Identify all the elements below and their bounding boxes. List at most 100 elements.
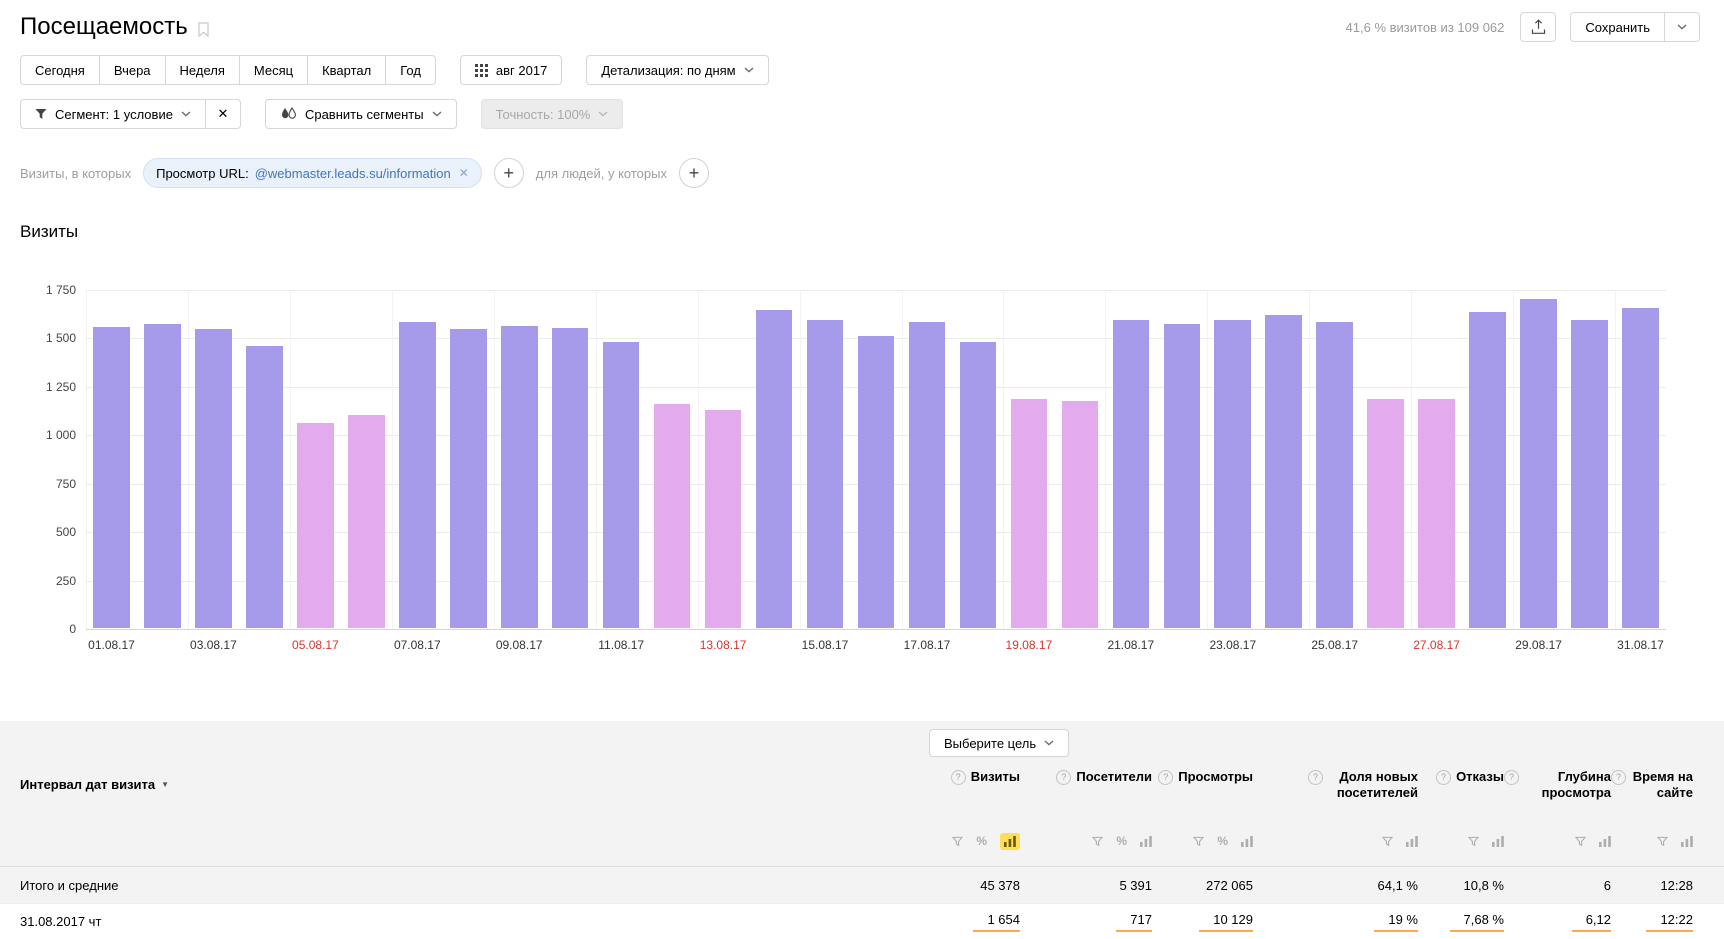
filter-icon[interactable]: [1092, 836, 1104, 847]
chart-bar[interactable]: [653, 404, 691, 628]
save-dropdown-button[interactable]: [1664, 12, 1700, 42]
column-header-label: Время на сайте: [1632, 769, 1693, 800]
period-button-сегодня[interactable]: Сегодня: [20, 55, 100, 85]
chart-bar[interactable]: [1571, 320, 1608, 628]
help-icon[interactable]: ?: [1308, 770, 1323, 785]
chart-metric-icon[interactable]: [1681, 835, 1693, 847]
chart-bar[interactable]: [857, 335, 895, 628]
period-button-вчера[interactable]: Вчера: [98, 55, 166, 85]
add-visit-condition-button[interactable]: +: [493, 158, 524, 188]
table-row[interactable]: 31.08.2017 чт 1 654 717 10 129 19 % 7,68 % 6,1…: [0, 903, 1724, 939]
table-icons-row: %%%: [0, 831, 1724, 851]
page-title: Посещаемость: [20, 13, 188, 40]
chart-bar[interactable]: [1469, 312, 1506, 628]
chart-metric-icon[interactable]: [1000, 832, 1020, 850]
segment-button[interactable]: Сегмент: 1 условие: [20, 99, 206, 129]
period-button-год[interactable]: Год: [385, 55, 436, 85]
help-icon[interactable]: ?: [1504, 770, 1519, 785]
segment-clear-button[interactable]: ✕: [204, 99, 241, 129]
plus-icon: +: [688, 162, 700, 183]
chip-remove-icon[interactable]: ✕: [458, 166, 469, 180]
date-interval-header[interactable]: Интервал дат визита ▼: [20, 769, 880, 801]
y-tick-label: 0: [69, 622, 76, 636]
chart-bar[interactable]: [93, 326, 130, 628]
chart-bar[interactable]: [195, 328, 232, 628]
accuracy-button[interactable]: Точность: 100%: [480, 99, 624, 129]
period-button-квартал[interactable]: Квартал: [307, 55, 387, 85]
percent-icon[interactable]: %: [1116, 834, 1127, 848]
chart-bar[interactable]: [602, 342, 640, 628]
metric-icons: %: [1020, 831, 1152, 851]
chart-bar[interactable]: [1367, 399, 1404, 628]
percent-icon[interactable]: %: [976, 834, 987, 848]
help-icon[interactable]: ?: [1158, 770, 1174, 785]
chart-bar[interactable]: [348, 414, 385, 628]
detail-button[interactable]: Детализация: по дням: [586, 55, 769, 85]
chart-bar[interactable]: [806, 320, 844, 628]
chart-bar[interactable]: [1418, 399, 1455, 628]
calendar-button[interactable]: авг 2017: [459, 55, 563, 85]
gridline-vertical: [1309, 290, 1311, 629]
percent-icon[interactable]: %: [1217, 834, 1228, 848]
select-goal-button[interactable]: Выберите цель: [929, 729, 1070, 757]
chart-bar[interactable]: [500, 325, 538, 628]
chart-bar[interactable]: [1520, 298, 1557, 628]
chart-bar[interactable]: [551, 327, 589, 628]
chart-x-axis: 01.08.17 03.08.17 05.08.17 07.08.17 09.08.17…: [86, 638, 1666, 654]
compare-segments-button[interactable]: Сравнить сегменты: [264, 99, 457, 129]
chevron-down-icon: [432, 111, 442, 117]
chart-bar[interactable]: [398, 321, 436, 628]
chart-bar[interactable]: [704, 410, 742, 628]
add-people-condition-button[interactable]: +: [678, 158, 709, 188]
chart-bar[interactable]: [1061, 401, 1099, 628]
x-tick-label: 13.08.17: [699, 638, 747, 652]
gridline-vertical: [1513, 290, 1515, 629]
chart-bar[interactable]: [755, 310, 793, 628]
chart-bar[interactable]: [449, 328, 487, 628]
x-tick-label: 29.08.17: [1515, 638, 1562, 652]
chevron-down-icon: [1044, 740, 1054, 746]
filter-icon[interactable]: [1657, 836, 1668, 847]
chart-bar[interactable]: [297, 422, 334, 628]
chart-bar[interactable]: [1112, 320, 1150, 628]
chart-bar[interactable]: [1163, 323, 1201, 628]
chart-bar[interactable]: [908, 321, 946, 628]
chart-metric-icon[interactable]: [1492, 835, 1504, 847]
url-filter-chip[interactable]: Просмотр URL: @webmaster.leads.su/inform…: [143, 158, 482, 188]
bookmark-icon[interactable]: [198, 21, 209, 37]
help-icon[interactable]: ?: [1436, 770, 1452, 785]
chart-metric-icon[interactable]: [1140, 835, 1152, 847]
filter-icon[interactable]: [952, 836, 964, 847]
x-tick-label: 19.08.17: [1005, 638, 1053, 652]
metric-icons: %: [880, 831, 1020, 851]
help-icon[interactable]: ?: [1056, 770, 1072, 785]
chart-bar[interactable]: [1316, 321, 1354, 628]
filter-icon[interactable]: [1193, 836, 1205, 847]
x-tick-label: 21.08.17: [1107, 638, 1155, 652]
chart-bar[interactable]: [1622, 307, 1659, 628]
period-button-неделя[interactable]: Неделя: [164, 55, 240, 85]
chart-metric-icon[interactable]: [1406, 835, 1418, 847]
chart-bar[interactable]: [1265, 315, 1303, 628]
filter-icon[interactable]: [1575, 836, 1586, 847]
table-cell: 45 378: [980, 877, 1020, 893]
save-button[interactable]: Сохранить: [1570, 12, 1665, 42]
cell-value: 10 129: [1199, 912, 1253, 932]
help-icon[interactable]: ?: [950, 770, 966, 785]
filter-icon[interactable]: [1468, 836, 1479, 847]
export-button[interactable]: [1520, 12, 1557, 42]
chart-bar[interactable]: [246, 346, 283, 628]
filter-icon[interactable]: [1382, 836, 1393, 847]
chart-metric-icon[interactable]: [1599, 835, 1611, 847]
period-button-месяц[interactable]: Месяц: [238, 55, 309, 85]
metric-icons: %: [1152, 831, 1253, 851]
chart-bar[interactable]: [959, 342, 997, 628]
chart-metric-icon[interactable]: [1241, 835, 1253, 847]
chart-bar[interactable]: [144, 323, 181, 628]
compare-label: Сравнить сегменты: [304, 106, 424, 122]
chart-bar[interactable]: [1010, 399, 1048, 628]
chart-bar[interactable]: [1214, 320, 1252, 628]
filter-row: Визиты, в которых Просмотр URL: @webmast…: [20, 158, 709, 188]
chip-url-value[interactable]: @webmaster.leads.su/information: [254, 165, 451, 181]
help-icon[interactable]: ?: [1611, 770, 1626, 785]
